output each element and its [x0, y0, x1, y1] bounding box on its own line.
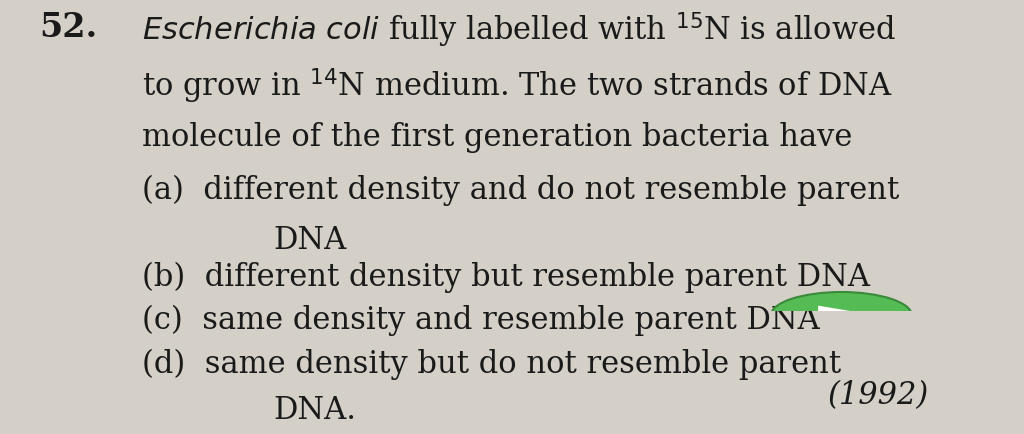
Text: (1992): (1992) [827, 380, 929, 411]
Text: (b)  different density but resemble parent DNA: (b) different density but resemble paren… [142, 262, 870, 293]
Circle shape [771, 292, 911, 339]
Text: DNA: DNA [273, 224, 347, 256]
Text: (d)  same density but do not resemble parent: (d) same density but do not resemble par… [142, 349, 842, 380]
Text: DNA.: DNA. [273, 395, 356, 426]
Polygon shape [818, 306, 877, 325]
Text: $\it{Escherichia}$ $\it{coli}$ fully labelled with $^{15}$N is allowed: $\it{Escherichia}$ $\it{coli}$ fully lab… [142, 11, 896, 50]
Text: (c)  same density and resemble parent DNA: (c) same density and resemble parent DNA [142, 305, 820, 336]
Text: (a)  different density and do not resemble parent: (a) different density and do not resembl… [142, 175, 899, 206]
FancyBboxPatch shape [763, 319, 920, 347]
Text: to grow in $^{14}$N medium. The two strands of DNA: to grow in $^{14}$N medium. The two stra… [142, 66, 893, 106]
Text: 52.: 52. [39, 11, 97, 44]
Text: molecule of the first generation bacteria have: molecule of the first generation bacteri… [142, 122, 853, 153]
